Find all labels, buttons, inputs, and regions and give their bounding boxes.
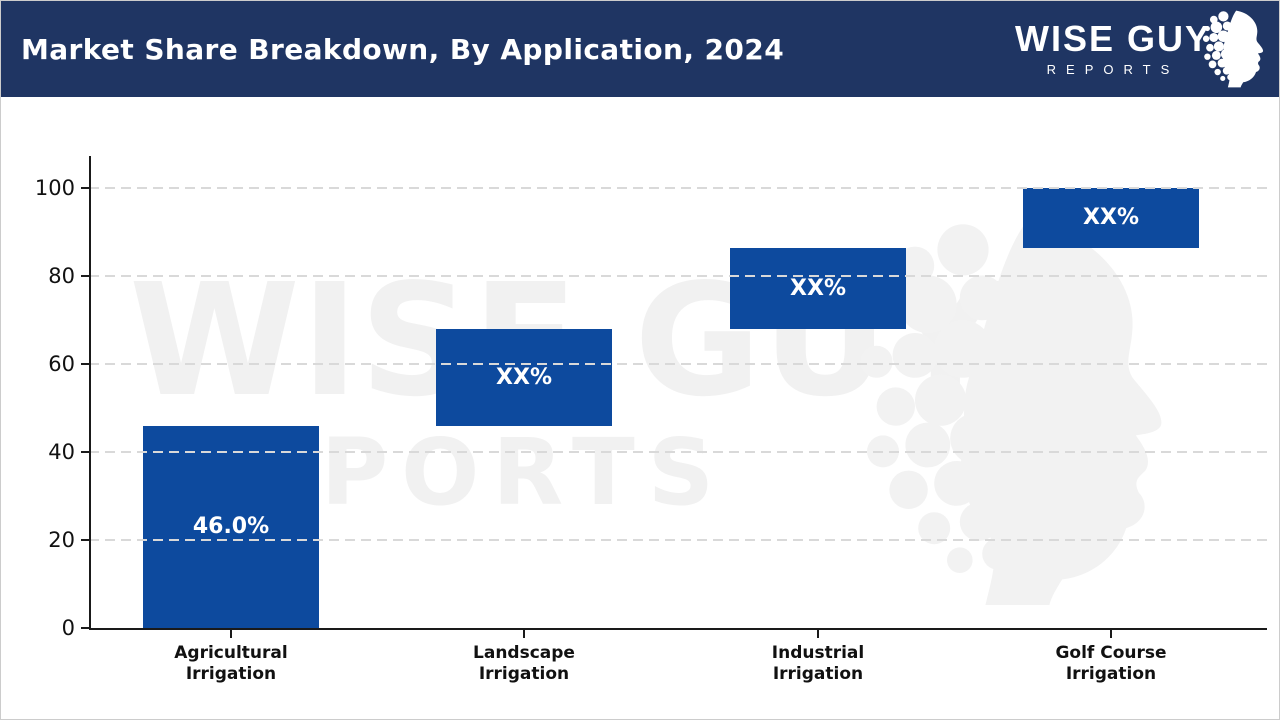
y-tick-label: 60: [48, 352, 75, 376]
y-gridline: [89, 451, 1267, 453]
bar-value-label: XX%: [1083, 205, 1139, 231]
y-tick-mark: [81, 627, 89, 629]
chart-title: Market Share Breakdown, By Application, …: [21, 32, 785, 66]
x-tick-mark: [523, 630, 525, 638]
x-tick-mark: [1110, 630, 1112, 638]
bar-value-label: XX%: [790, 275, 846, 301]
bar-segment: XX%: [436, 328, 612, 426]
y-tick-label: 100: [34, 176, 75, 200]
x-category-label: Agricultural Irrigation: [174, 643, 288, 684]
bar-value-label: XX%: [496, 364, 552, 390]
bar-value-label: 46.0%: [192, 514, 270, 540]
x-category-label: Industrial Irrigation: [771, 643, 865, 684]
x-category-label: Landscape Irrigation: [473, 643, 575, 684]
y-tick-label: 0: [61, 616, 75, 640]
logo-wordmark: WISE GUY: [1014, 18, 1211, 59]
wiseguy-face-icon: [1202, 10, 1264, 88]
x-axis-line: [89, 628, 1267, 630]
x-category-label: Golf Course Irrigation: [1055, 643, 1167, 684]
chart-area: WISE GUY REPORTS 0 20 40 60 80 100 46.0% XX% XX%…: [1, 97, 1279, 719]
y-tick-mark: [81, 539, 89, 541]
x-tick-mark: [230, 630, 232, 638]
header-bar: Market Share Breakdown, By Application, …: [1, 1, 1279, 97]
x-tick-mark: [817, 630, 819, 638]
y-gridline: [89, 275, 1267, 277]
y-tick-mark: [81, 187, 89, 189]
y-tick-label: 20: [48, 528, 75, 552]
y-gridline: [89, 363, 1267, 365]
y-gridline: [89, 539, 1267, 541]
bar-segment: 46.0%: [143, 425, 319, 628]
bar-segment: XX%: [1023, 188, 1199, 248]
y-tick-label: 80: [48, 264, 75, 288]
y-axis-line: [89, 156, 91, 630]
y-tick-mark: [81, 451, 89, 453]
bar-segment: XX%: [730, 247, 906, 329]
y-tick-label: 40: [48, 440, 75, 464]
logo-subtitle: REPORTS: [1046, 62, 1180, 77]
wiseguy-logo: WISE GUY REPORTS: [1015, 10, 1265, 88]
y-tick-mark: [81, 363, 89, 365]
y-gridline: [89, 187, 1267, 189]
wiseguy-logo-text: WISE GUY REPORTS: [1014, 18, 1211, 78]
y-tick-mark: [81, 275, 89, 277]
